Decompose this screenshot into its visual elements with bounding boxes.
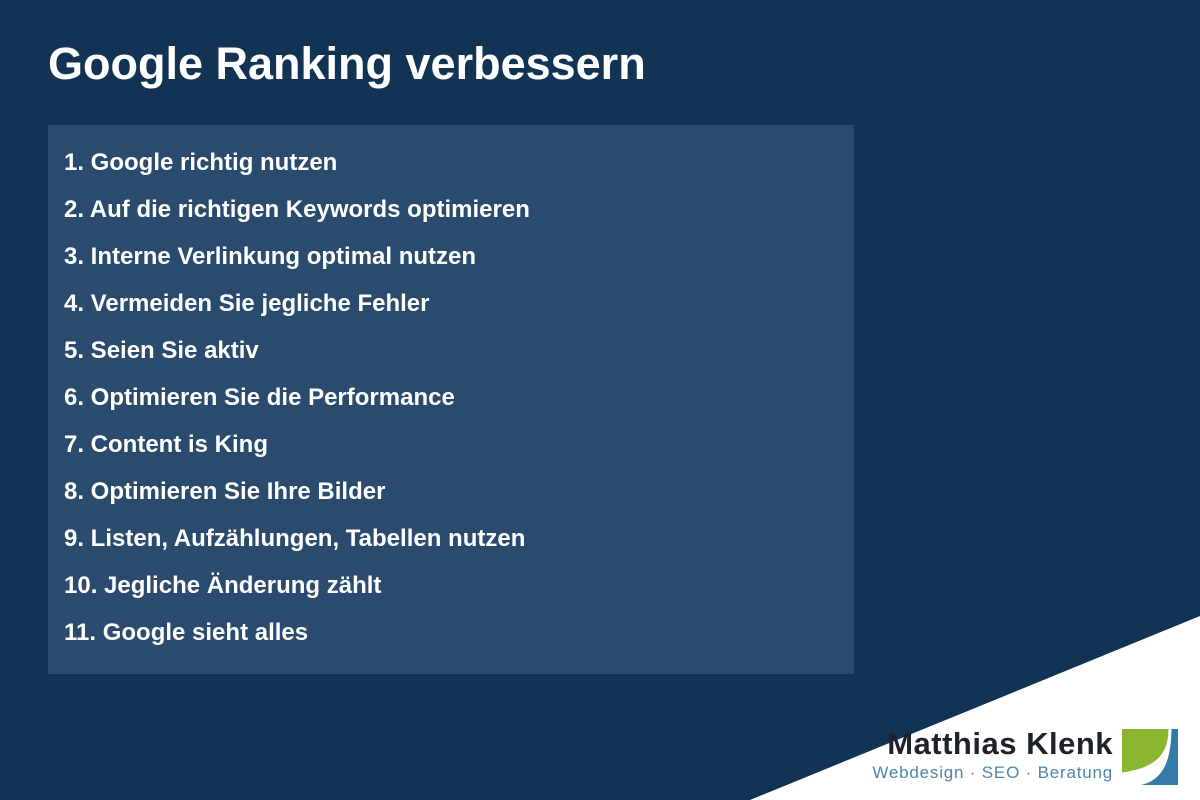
list-item: 4. Vermeiden Sie jegliche Fehler <box>64 290 430 317</box>
brand-mark-icon <box>1122 729 1178 785</box>
page-title: Google Ranking verbessern <box>48 38 646 89</box>
list-item: 6. Optimieren Sie die Performance <box>64 384 455 411</box>
list-item: 2. Auf die richtigen Keywords optimieren <box>64 196 530 223</box>
list-item: 11. Google sieht alles <box>64 619 309 646</box>
list-item: 9. Listen, Aufzählungen, Tabellen nutzen <box>64 525 526 552</box>
brand-tagline: Webdesign · SEO · Beratung <box>872 763 1113 782</box>
brand-logo: Matthias Klenk Webdesign · SEO · Beratun… <box>872 728 1178 785</box>
list-item: 5. Seien Sie aktiv <box>64 337 259 364</box>
ranking-tips-list: 1. Google richtig nutzen 2. Auf die rich… <box>48 125 854 674</box>
list-item: 7. Content is King <box>64 431 268 458</box>
list-item: 3. Interne Verlinkung optimal nutzen <box>64 243 477 270</box>
list-item: 1. Google richtig nutzen <box>64 149 338 176</box>
brand-name: Matthias Klenk <box>887 726 1113 761</box>
brand-text-block: Matthias Klenk Webdesign · SEO · Beratun… <box>872 728 1113 783</box>
list-item: 8. Optimieren Sie Ihre Bilder <box>64 478 386 505</box>
list-item: 10. Jegliche Änderung zählt <box>64 572 382 599</box>
